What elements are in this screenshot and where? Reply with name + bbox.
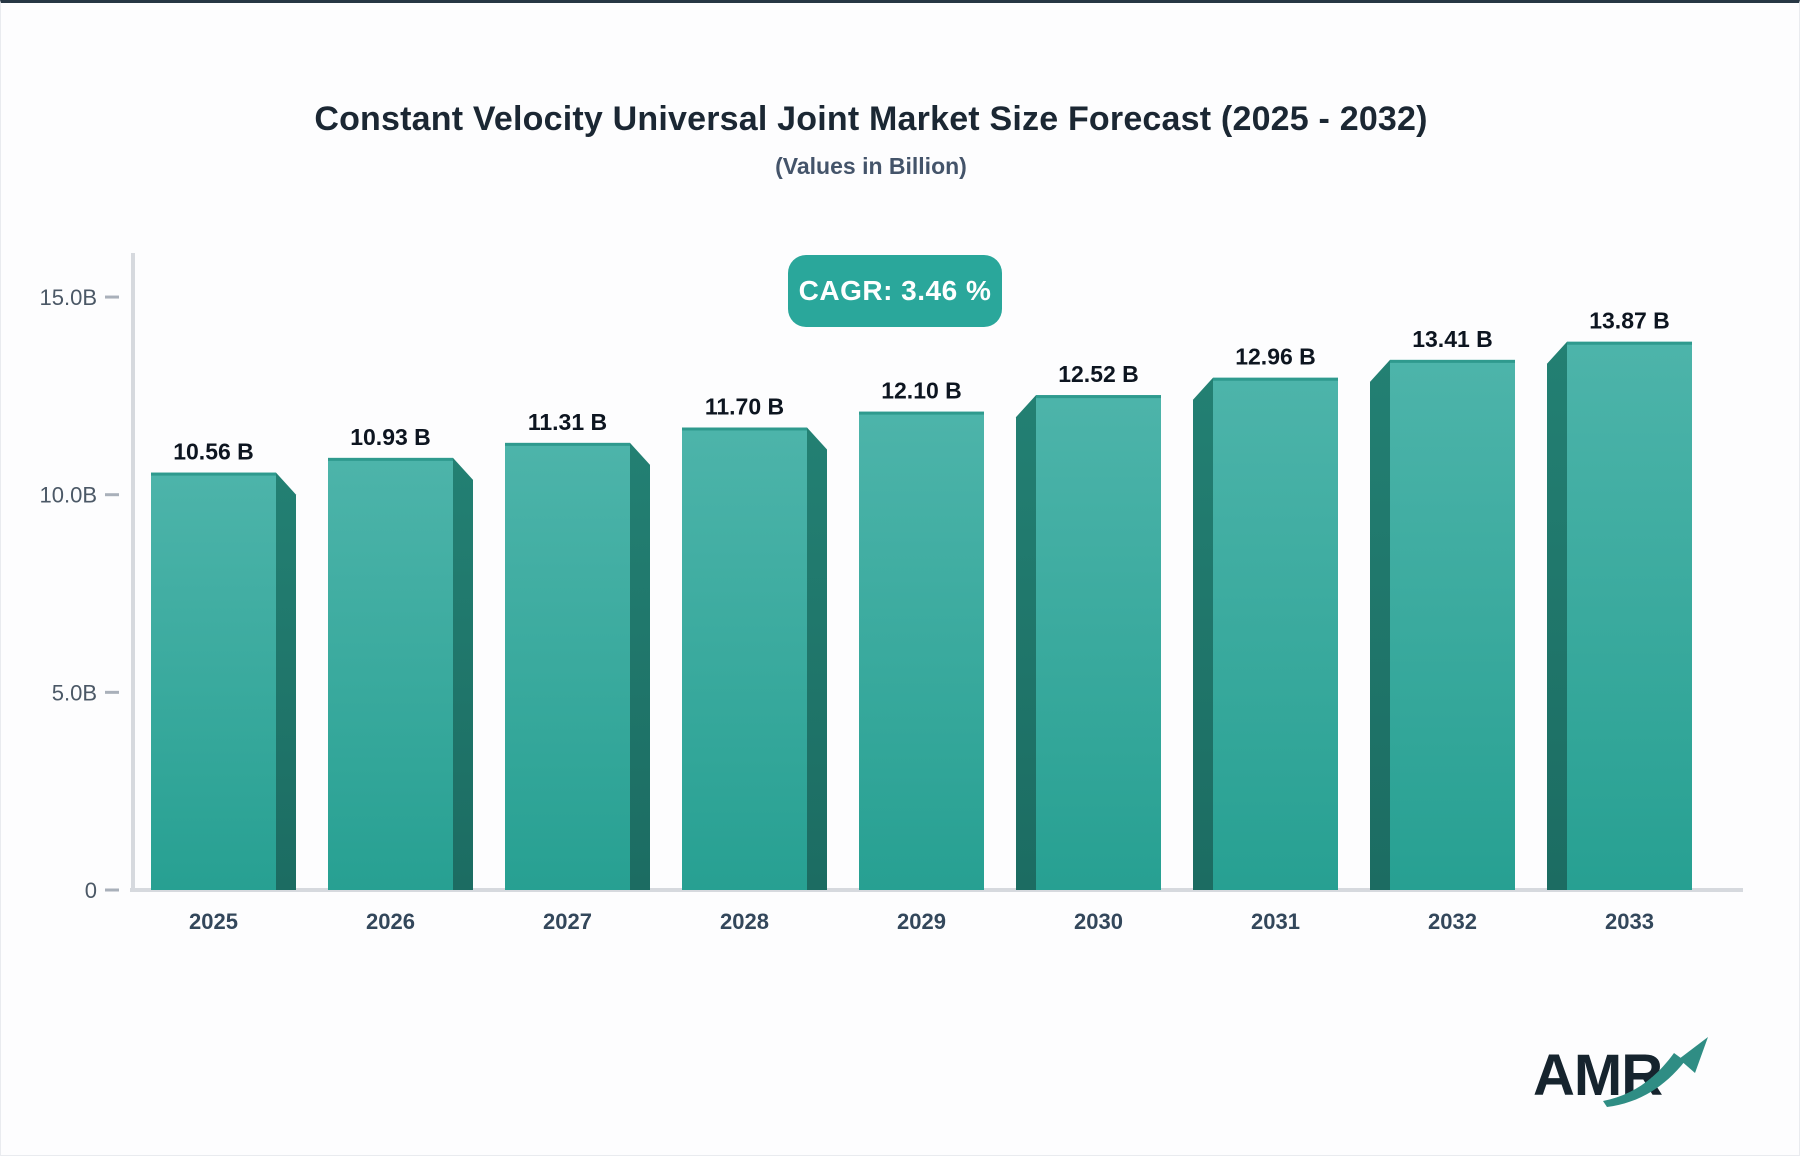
bar-2033[interactable]: 13.87 B: [1547, 308, 1692, 891]
x-axis-label: 2026: [366, 909, 415, 934]
bar-2027[interactable]: 11.31 B: [505, 409, 650, 890]
bar-value-label: 13.87 B: [1589, 308, 1670, 334]
chart-subtitle: (Values in Billion): [775, 153, 967, 179]
bar-side-face: [1193, 377, 1213, 891]
bar-front-face: [505, 442, 630, 890]
bar-front-face: [1390, 359, 1515, 890]
bar-2031[interactable]: 12.96 B: [1193, 344, 1338, 891]
x-axis-label: 2033: [1605, 909, 1654, 934]
amr-logo-text: AMR: [1533, 1043, 1662, 1108]
cagr-badge-label: CAGR: 3.46 %: [798, 275, 992, 306]
x-axis-label: 2027: [543, 909, 592, 934]
y-axis-label: 10.0B: [40, 483, 98, 508]
bar-front-face: [1567, 341, 1692, 891]
bar-side-face: [807, 427, 827, 890]
bar-side-face: [1370, 359, 1390, 890]
x-axis-label: 2030: [1074, 909, 1123, 934]
bar-front-face: [1213, 377, 1338, 891]
y-axis-label: 15.0B: [40, 285, 98, 310]
amr-logo: AMR: [1533, 1031, 1743, 1126]
bar-side-face: [1016, 395, 1036, 890]
cagr-badge: CAGR: 3.46 %: [788, 255, 1002, 327]
bar-value-label: 11.70 B: [705, 393, 784, 419]
bar-front-face: [151, 472, 276, 890]
bar-2032[interactable]: 13.41 B: [1370, 326, 1515, 890]
amr-logo-graphic: AMR: [1533, 1037, 1708, 1108]
chart-title: Constant Velocity Universal Joint Market…: [314, 100, 1428, 138]
bar-value-label: 11.31 B: [528, 409, 607, 435]
x-axis-label: 2028: [720, 909, 769, 934]
bar-front-face: [1036, 395, 1161, 890]
bar-value-label: 12.10 B: [881, 378, 962, 404]
bar-side-face: [276, 472, 296, 890]
bar-side-face: [453, 457, 473, 890]
bar-side-face: [1547, 341, 1567, 891]
bar-value-label: 12.96 B: [1235, 344, 1316, 370]
bar-2028[interactable]: 11.70 B: [682, 393, 827, 890]
bar-2030[interactable]: 12.52 B: [1016, 361, 1161, 890]
x-axis-label: 2031: [1251, 909, 1300, 934]
x-axis-label: 2029: [897, 909, 946, 934]
bar-2026[interactable]: 10.93 B: [328, 424, 473, 890]
y-axis-label: 0: [85, 878, 97, 903]
bar-value-label: 12.52 B: [1058, 361, 1139, 387]
x-axis-label: 2032: [1428, 909, 1477, 934]
bar-2029[interactable]: 12.10 B: [859, 378, 984, 890]
bar-value-label: 13.41 B: [1412, 326, 1493, 352]
bar-front-face: [682, 427, 807, 890]
bar-value-label: 10.56 B: [173, 439, 254, 465]
bar-value-label: 10.93 B: [350, 424, 431, 450]
growth-arrow-icon: [1603, 1037, 1708, 1107]
bar-side-face: [630, 442, 650, 890]
bars-group: 10.56 B 10.93 B 11.31 B 11.70 B 12.10 B 12.52…: [151, 308, 1692, 891]
bar-front-face: [328, 457, 453, 890]
bar-2025[interactable]: 10.56 B: [151, 439, 296, 890]
bar-front-face: [859, 411, 984, 890]
y-axis-label: 5.0B: [52, 680, 97, 705]
x-axis-label: 2025: [189, 909, 238, 934]
bar-chart-svg: 15.0B 10.0B 5.0B 0 2025 2026 2027 2028 2029 2030 2…: [40, 253, 1743, 934]
